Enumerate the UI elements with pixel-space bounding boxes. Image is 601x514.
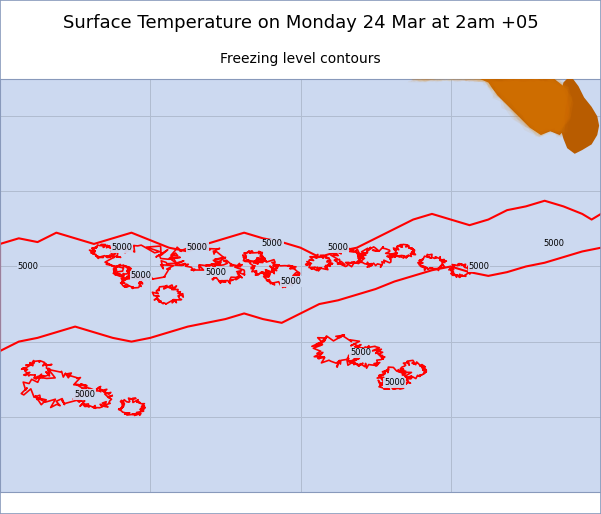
Polygon shape: [410, 76, 569, 138]
Text: 5000: 5000: [350, 348, 371, 357]
Polygon shape: [410, 75, 572, 137]
Polygon shape: [410, 76, 570, 133]
Text: 5000: 5000: [543, 240, 564, 248]
Text: 5000: 5000: [468, 262, 489, 271]
Text: Surface Temperature on Monday 24 Mar at 2am +05: Surface Temperature on Monday 24 Mar at …: [63, 14, 538, 32]
Text: 5000: 5000: [328, 243, 349, 252]
Text: 5000: 5000: [384, 378, 405, 388]
Polygon shape: [411, 75, 567, 134]
Polygon shape: [410, 75, 570, 135]
Polygon shape: [410, 75, 573, 139]
Polygon shape: [409, 75, 573, 139]
Polygon shape: [410, 75, 573, 138]
Polygon shape: [413, 79, 569, 135]
Polygon shape: [407, 75, 570, 137]
Text: 5000: 5000: [130, 271, 151, 280]
Polygon shape: [409, 75, 574, 135]
Polygon shape: [416, 76, 570, 136]
Text: Freezing level contours: Freezing level contours: [220, 52, 381, 66]
Text: 5000: 5000: [74, 390, 95, 399]
Polygon shape: [408, 76, 567, 136]
Text: 5000: 5000: [187, 243, 208, 252]
Text: 5000: 5000: [17, 262, 38, 271]
Text: 5000: 5000: [112, 243, 133, 252]
Text: 5000: 5000: [281, 277, 302, 286]
Polygon shape: [412, 75, 573, 136]
Polygon shape: [558, 79, 599, 154]
Polygon shape: [410, 75, 571, 139]
Text: 5000: 5000: [262, 240, 283, 248]
Polygon shape: [413, 75, 567, 135]
Text: 5000: 5000: [206, 268, 227, 277]
